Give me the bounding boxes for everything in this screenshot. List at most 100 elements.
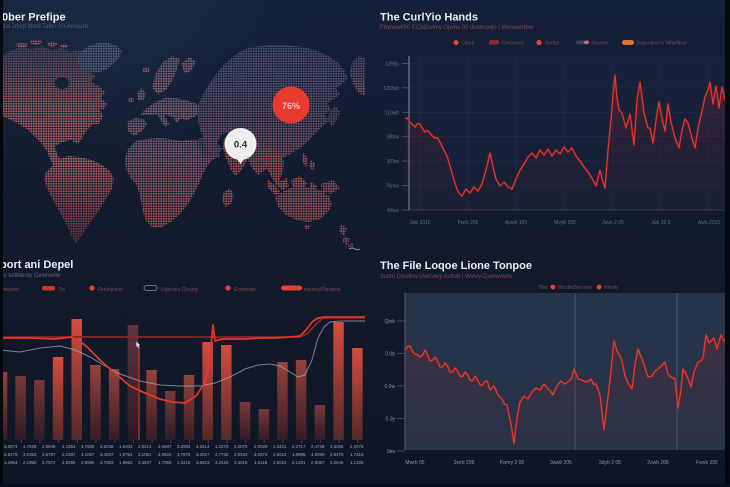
svg-text:1.3415: 1.3415: [177, 460, 191, 465]
svg-text:Gmbunve: Gmbunve: [502, 41, 524, 47]
svg-text:3.7583: 3.7583: [100, 460, 114, 465]
svg-text:1.8995: 1.8995: [292, 452, 306, 457]
svg-text:2.2976: 2.2976: [350, 444, 364, 449]
svg-text:3.5822: 3.5822: [158, 452, 172, 457]
svg-text:Tіler: Tіler: [538, 285, 548, 291]
svg-text:3.1067: 3.1067: [81, 452, 95, 457]
svg-text:2.4739: 2.4739: [311, 444, 325, 449]
svg-text:Fwmy 2 05: Fwmy 2 05: [500, 460, 525, 466]
svg-text:2swb 205: 2swb 205: [647, 460, 669, 466]
svg-text:3dyb 2 05: 3dyb 2 05: [599, 460, 621, 466]
svg-text:Oprul: Oprul: [462, 41, 474, 47]
svg-text:du tullbtenty Cewrvelw: du tullbtenty Cewrvelw: [0, 273, 61, 279]
svg-text:3awb 205: 3awb 205: [550, 460, 572, 466]
svg-text:Fwrb 205: Fwrb 205: [458, 220, 479, 226]
svg-text:0es: 0es: [387, 449, 396, 455]
svg-text:4.2614: 4.2614: [196, 444, 210, 449]
svg-text:0.0b: 0.0b: [385, 352, 395, 358]
svg-text:Sudbe: Sudbe: [545, 41, 560, 47]
svg-text:3.6797: 3.6797: [42, 452, 56, 457]
svg-text:1.7628: 1.7628: [23, 444, 37, 449]
svg-text:3.4847: 3.4847: [138, 460, 152, 465]
svg-text:1.7419: 1.7419: [350, 452, 364, 457]
svg-text:1.9403: 1.9403: [119, 444, 133, 449]
svg-text:1.2273: 1.2273: [215, 444, 229, 449]
svg-text:port anі Depel: port anі Depel: [0, 259, 73, 271]
svg-text:98bw: 98bw: [387, 135, 399, 141]
svg-text:MucbhZtec-ww: MucbhZtec-ww: [558, 285, 592, 291]
svg-text:2.2717: 2.2717: [292, 444, 306, 449]
svg-text:Fwvb 205: Fwvb 205: [696, 460, 718, 466]
svg-text:87kw: 87kw: [387, 159, 399, 165]
svg-text:2.0933: 2.0933: [234, 452, 248, 457]
svg-text:..ull: ..ull: [345, 243, 353, 249]
svg-text:2.0849: 2.0849: [42, 444, 56, 449]
svg-text:wbejwwr: wbejwwr: [0, 287, 20, 293]
svg-text:1.9764: 1.9764: [119, 452, 133, 457]
svg-text:0.0w: 0.0w: [384, 384, 395, 390]
svg-text:The CurlYio Hands: The CurlYio Hands: [380, 12, 478, 24]
svg-text:3.6623: 3.6623: [273, 452, 287, 457]
svg-text:2.0214: 2.0214: [138, 444, 152, 449]
svg-text:3.1081: 3.1081: [138, 452, 152, 457]
svg-text:0ber Prefipe: 0ber Prefipe: [2, 12, 66, 24]
svg-text:4.2075: 4.2075: [234, 444, 248, 449]
svg-text:4.5999: 4.5999: [311, 452, 325, 457]
svg-text:1.5119: 1.5119: [254, 460, 268, 465]
svg-text:4.9478: 4.9478: [330, 452, 344, 457]
svg-text:0.0y: 0.0y: [386, 417, 396, 423]
svg-text:2.0029: 2.0029: [254, 444, 268, 449]
svg-text:2.6238: 2.6238: [100, 444, 114, 449]
svg-text:0.4: 0.4: [234, 140, 248, 151]
svg-text:3.3027: 3.3027: [196, 452, 210, 457]
svg-text:3.2428: 3.2428: [215, 460, 229, 465]
svg-text:Jwunve: Jwunve: [591, 41, 608, 47]
svg-text:dul Jmvp blmd Tafe i 00-Arvuur: dul Jmvp blmd Tafe i 00-Arvuurb: [2, 24, 89, 30]
svg-text:3.3258: 3.3258: [330, 444, 344, 449]
svg-text:Juvb 2 05: Juvb 2 05: [602, 220, 624, 226]
svg-text:3.0353: 3.0353: [23, 452, 37, 457]
svg-text:2.7572: 2.7572: [42, 460, 56, 465]
svg-text:1.1326: 1.1326: [350, 460, 364, 465]
svg-text:Hrіndy: Hrіndy: [604, 285, 619, 291]
svg-text:3.4516: 3.4516: [234, 460, 248, 465]
svg-text:2.6687: 2.6687: [158, 444, 172, 449]
svg-text:Apwb 105: Apwb 105: [505, 220, 527, 226]
svg-text:2.1950: 2.1950: [23, 460, 37, 465]
svg-text:1.3431: 1.3431: [273, 444, 287, 449]
svg-text:76mw: 76mw: [386, 184, 400, 190]
svg-text:3.8396: 3.8396: [62, 460, 76, 465]
svg-text:Fetubyurze: Fetubyurze: [98, 287, 123, 293]
svg-text:The Fіle Loqoe Lіone Tonpoe: The Fіle Loqoe Lіone Tonpoe: [380, 260, 532, 272]
svg-text:Ecstrowte: Ecstrowte: [234, 287, 256, 293]
svg-text:4.7742: 4.7742: [215, 452, 229, 457]
svg-text:110wb: 110wb: [385, 110, 400, 116]
svg-text:3.7876: 3.7876: [177, 452, 191, 457]
svg-text:3.8596: 3.8596: [81, 460, 95, 465]
svg-text:1295b: 1295b: [385, 62, 399, 68]
svg-text:1.9662: 1.9662: [119, 460, 133, 465]
svg-text:Awb 2015: Awb 2015: [698, 220, 720, 226]
svg-text:2.2387: 2.2387: [62, 452, 76, 457]
svg-text:Jogyudevs b Wtw/Now: Jogyudevs b Wtw/Now: [636, 41, 687, 47]
svg-text:Jwb 2015: Jwb 2015: [409, 220, 431, 226]
svg-text:4.2646: 4.2646: [330, 460, 344, 465]
svg-text:Mvyb 205: Mvyb 205: [554, 220, 576, 226]
svg-text:wyuma/Fbrdaxw: wyuma/Fbrdaxw: [304, 287, 341, 293]
svg-text:1.2964: 1.2964: [4, 460, 18, 465]
svg-text:3.4937: 3.4937: [100, 452, 114, 457]
svg-text:76%: 76%: [282, 101, 300, 111]
svg-text:Tvt: Tvt: [58, 287, 66, 293]
svg-text:2.1281: 2.1281: [292, 460, 306, 465]
svg-text:2.1854: 2.1854: [62, 444, 76, 449]
svg-text:3.5016: 3.5016: [273, 460, 287, 465]
svg-text:120%b: 120%b: [383, 86, 399, 92]
svg-text:3.0374: 3.0374: [254, 452, 268, 457]
svg-text:2wrb 205: 2wrb 205: [454, 460, 475, 466]
svg-text:Qinb: Qinb: [384, 319, 395, 325]
svg-text:3.5874: 3.5874: [4, 444, 18, 449]
svg-text:3.7685: 3.7685: [81, 444, 95, 449]
svg-text:2.5067: 2.5067: [311, 460, 325, 465]
svg-text:3.8403: 3.8403: [196, 460, 210, 465]
svg-text:Ulyectes Clounly: Ulyectes Clounly: [161, 287, 199, 293]
